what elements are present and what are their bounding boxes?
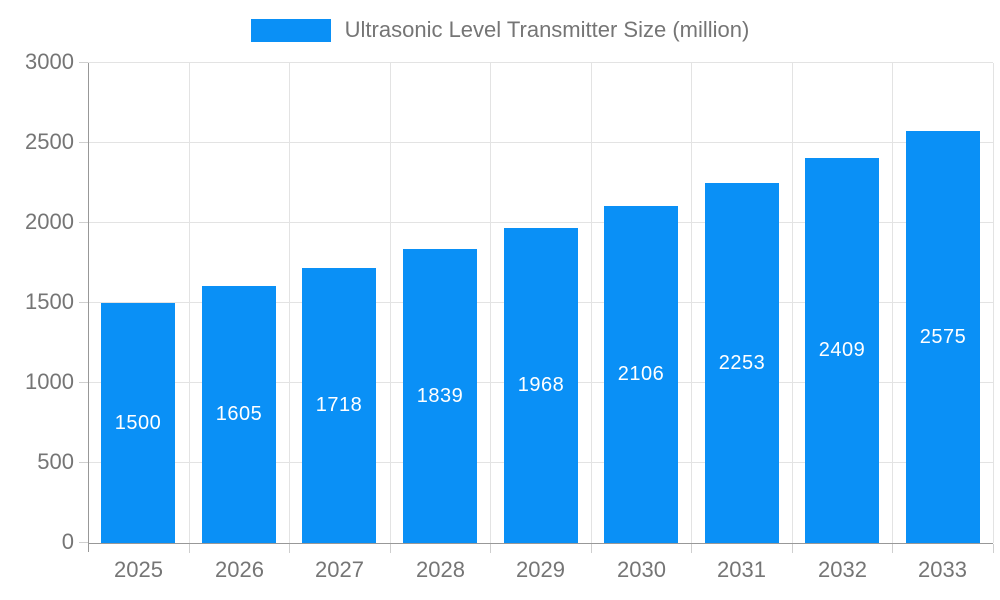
x-axis-label-2033: 2033 [918, 557, 967, 582]
y-axis-label: 500 [37, 449, 74, 474]
bar-value-label: 2409 [818, 339, 866, 361]
bar-2031[interactable]: 2253 [705, 183, 779, 543]
y-gridline-2000 [88, 222, 993, 223]
x-gridline [390, 63, 391, 543]
x-gridline [189, 63, 190, 543]
x-axis-line [88, 543, 993, 544]
bar-2026[interactable]: 1605 [202, 286, 276, 543]
x-gridline [691, 63, 692, 543]
bar-value-label: 2575 [919, 325, 967, 348]
x-axis-tick [792, 544, 793, 553]
x-axis-label-2029: 2029 [516, 557, 565, 582]
y-axis-label: 1000 [25, 369, 74, 394]
x-axis-tick [490, 544, 491, 553]
x-gridline [490, 63, 491, 543]
legend[interactable]: Ultrasonic Level Transmitter Size (milli… [0, 17, 1000, 43]
x-axis-tick [390, 544, 391, 553]
bar-value-label: 1968 [517, 374, 565, 396]
x-gridline [792, 63, 793, 543]
x-axis-tick [691, 544, 692, 553]
bar-value-label: 1605 [215, 403, 263, 425]
y-axis-label: 1500 [25, 289, 74, 314]
x-axis-tick [591, 544, 592, 553]
bar-2027[interactable]: 1718 [302, 268, 376, 543]
bar-2030[interactable]: 2106 [604, 206, 678, 543]
x-gridline [289, 63, 290, 543]
y-axis-label: 2500 [25, 129, 74, 154]
y-axis-label: 0 [61, 529, 74, 554]
legend-label: Ultrasonic Level Transmitter Size (milli… [344, 17, 750, 42]
bar-2032[interactable]: 2409 [805, 158, 879, 543]
x-axis-label-2027: 2027 [315, 557, 364, 582]
bar-value-label: 2106 [617, 363, 665, 385]
x-axis-label-2032: 2032 [818, 557, 867, 582]
y-axis-label: 3000 [25, 49, 74, 74]
y-gridline-2500 [88, 142, 993, 143]
y-axis-tick [79, 382, 88, 383]
x-axis-label-2028: 2028 [416, 557, 465, 582]
y-axis-tick [79, 62, 88, 63]
legend-swatch [250, 18, 331, 42]
y-axis-tick [79, 462, 88, 463]
x-axis-tick [892, 544, 893, 553]
x-axis-label-2030: 2030 [617, 557, 666, 582]
bar-value-label: 1718 [315, 394, 363, 416]
x-axis-label-2031: 2031 [717, 557, 766, 582]
x-axis-tick [289, 544, 290, 553]
y-axis-tick [79, 302, 88, 303]
y-axis-line [88, 63, 89, 552]
x-gridline [591, 63, 592, 543]
y-axis-tick [79, 222, 88, 223]
y-axis-tick [79, 542, 88, 543]
y-gridline-3000 [88, 62, 993, 63]
bar-2029[interactable]: 1968 [504, 228, 578, 543]
x-axis-label-2026: 2026 [215, 557, 264, 582]
x-axis-tick [189, 544, 190, 553]
y-axis-tick [79, 142, 88, 143]
bar-2028[interactable]: 1839 [403, 249, 477, 543]
bar-value-label: 1500 [114, 411, 162, 434]
bar-value-label: 1839 [416, 384, 464, 407]
bar-value-label: 2253 [718, 351, 766, 374]
x-gridline [993, 63, 994, 543]
y-axis-label: 2000 [25, 209, 74, 234]
x-axis-tick [993, 544, 994, 553]
bar-2033[interactable]: 2575 [906, 131, 980, 543]
x-axis-label-2025: 2025 [114, 557, 163, 582]
bar-2025[interactable]: 1500 [101, 303, 175, 543]
x-gridline [892, 63, 893, 543]
